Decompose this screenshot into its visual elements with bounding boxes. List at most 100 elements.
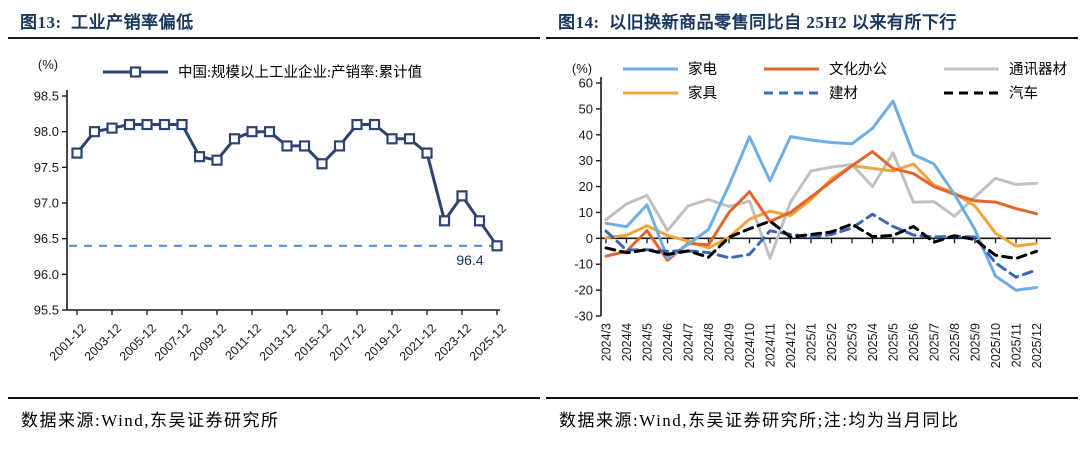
x-tick-label: 2025/12 [1030, 323, 1044, 368]
data-point-marker [228, 133, 241, 145]
x-tick-label: 2024/11 [764, 323, 778, 367]
data-point-marker [298, 140, 311, 152]
x-tick-label: 2025/8 [948, 323, 962, 361]
x-tick-label: 2024/8 [702, 323, 716, 361]
data-point-marker [246, 126, 258, 138]
y-tick-label: 97.0 [34, 196, 59, 211]
data-point-marker [316, 158, 328, 170]
x-tick-label: 2025/1 [805, 323, 819, 361]
x-tick-label: 2024/3 [600, 323, 614, 361]
data-point-marker [123, 118, 136, 131]
data-point-marker [403, 133, 416, 145]
data-point-marker [106, 122, 118, 134]
series-line-2 [604, 151, 1038, 260]
data-point-marker [386, 133, 398, 145]
y-axis-unit: (%) [38, 57, 58, 72]
fig14-title: 图14: 以旧换新商品零售同比自 25H2 以来有所下行 [558, 13, 957, 32]
y-tick-label: 95.5 [34, 303, 59, 318]
x-tick-label: 2024/4 [620, 323, 634, 361]
y-tick-label: 0 [586, 231, 593, 246]
y-tick-label: 60 [579, 76, 593, 91]
legend-label-通讯器材: 通讯器材 [1009, 61, 1067, 78]
fig13-chart: (%)98.598.097.597.096.596.095.52001-1220… [34, 57, 509, 364]
x-tick-label: 2009-12 [187, 321, 229, 363]
fig14-chart: (%)60 50 40 30 20 10 0 -10 -20 -30 2024/3 2024/4 202… [572, 61, 1067, 368]
x-tick-label: 2017-12 [327, 321, 369, 363]
data-point-marker [71, 147, 83, 159]
data-point-marker [88, 126, 101, 138]
y-tick-label: 10 [579, 205, 593, 220]
fig13-title-rule [8, 37, 540, 39]
data-point-marker [193, 151, 206, 163]
data-point-marker [368, 118, 381, 131]
x-tick-label: 2025/4 [866, 323, 880, 361]
x-tick-label: 2024/9 [723, 323, 737, 361]
y-axis-unit: (%) [572, 61, 592, 76]
x-tick-label: 2025/2 [825, 323, 839, 361]
x-tick-label: 2025/11 [1010, 323, 1024, 367]
x-tick-label: 2005-12 [117, 321, 159, 363]
legend-label-文化办公: 文化办公 [829, 61, 887, 78]
x-tick-label: 2011-12 [222, 321, 264, 363]
x-tick-label: 2024/5 [641, 323, 655, 361]
y-tick-label: -20 [574, 283, 593, 298]
data-point-marker [473, 215, 486, 227]
data-point-marker [456, 190, 468, 202]
fig13-source-note: 数据来源:Wind,东吴证券研究所 [8, 397, 540, 434]
data-point-marker [211, 154, 223, 166]
data-point-marker [421, 147, 433, 159]
x-tick-label: 2021-12 [397, 321, 439, 363]
legend-marker-中国:规模以上工业企业:产销率:累计值 [129, 66, 142, 78]
data-point-marker [263, 126, 276, 138]
legend-label-建材: 建材 [829, 85, 858, 102]
y-tick-label: 30 [579, 153, 593, 168]
fig14-source-note: 数据来源:Wind,东吴证券研究所;注:均为当月同比 [546, 397, 1078, 434]
x-tick-label: 2025/9 [969, 323, 983, 361]
x-tick-label: 2007-12 [152, 321, 194, 363]
data-point-marker [438, 215, 451, 227]
x-tick-label: 2023-12 [432, 321, 474, 363]
y-tick-label: 96.0 [34, 267, 59, 282]
y-tick-label: 98.0 [34, 124, 59, 139]
data-point-marker [491, 240, 503, 252]
data-point-marker [351, 118, 363, 131]
x-tick-label: 2015-12 [292, 321, 334, 363]
x-tick-label: 2024/7 [682, 323, 696, 361]
y-tick-label: -30 [574, 309, 593, 324]
data-point-marker [176, 118, 188, 131]
data-point-marker [158, 118, 171, 131]
y-tick-label: 98.5 [34, 89, 59, 104]
data-point-marker [141, 118, 153, 131]
x-tick-label: 2025/3 [846, 323, 860, 361]
data-point-marker [333, 140, 346, 152]
x-tick-label: 2001-12 [47, 321, 89, 363]
x-tick-label: 2025/7 [928, 323, 942, 361]
x-tick-label: 2024/12 [784, 323, 798, 368]
y-tick-label: 20 [579, 179, 593, 194]
legend-label-家具: 家具 [688, 85, 717, 102]
series-line-5 [604, 219, 1038, 260]
panel-fig14: 图14: 以旧换新商品零售同比自 25H2 以来有所下行 (%) 60 50 40 30… [546, 0, 1078, 461]
fig13-title: 图13: 工业产销率偏低 [20, 13, 194, 32]
y-tick-label: 40 [579, 127, 593, 142]
x-tick-label: 2024/6 [661, 323, 675, 361]
legend-label-中国:规模以上工业企业:产销率:累计值: 中国:规模以上工业企业:产销率:累计值 [178, 63, 422, 81]
legend-label-家电: 家电 [688, 61, 717, 78]
x-tick-label: 2025-12 [467, 321, 509, 363]
panel-fig13: 图13: 工业产销率偏低 (%) 98.5 98.0 97.5 97.0 96.5 96.0… [8, 0, 540, 461]
x-tick-label: 2025/6 [907, 323, 921, 361]
x-tick-label: 2003-12 [82, 321, 124, 363]
x-tick-label: 2019-12 [362, 321, 404, 363]
series-line-0 [604, 99, 1038, 292]
x-tick-label: 2013-12 [257, 321, 299, 363]
x-tick-label: 2025/5 [887, 323, 901, 361]
y-tick-label: 97.5 [34, 160, 59, 175]
reference-line-label: 96.4 [456, 252, 483, 268]
fig14-title-rule [546, 37, 1078, 39]
y-tick-label: -10 [574, 257, 593, 272]
x-tick-label: 2024/10 [743, 323, 757, 368]
y-tick-label: 96.5 [34, 231, 59, 246]
data-point-marker [281, 140, 293, 152]
y-tick-label: 50 [579, 101, 593, 116]
